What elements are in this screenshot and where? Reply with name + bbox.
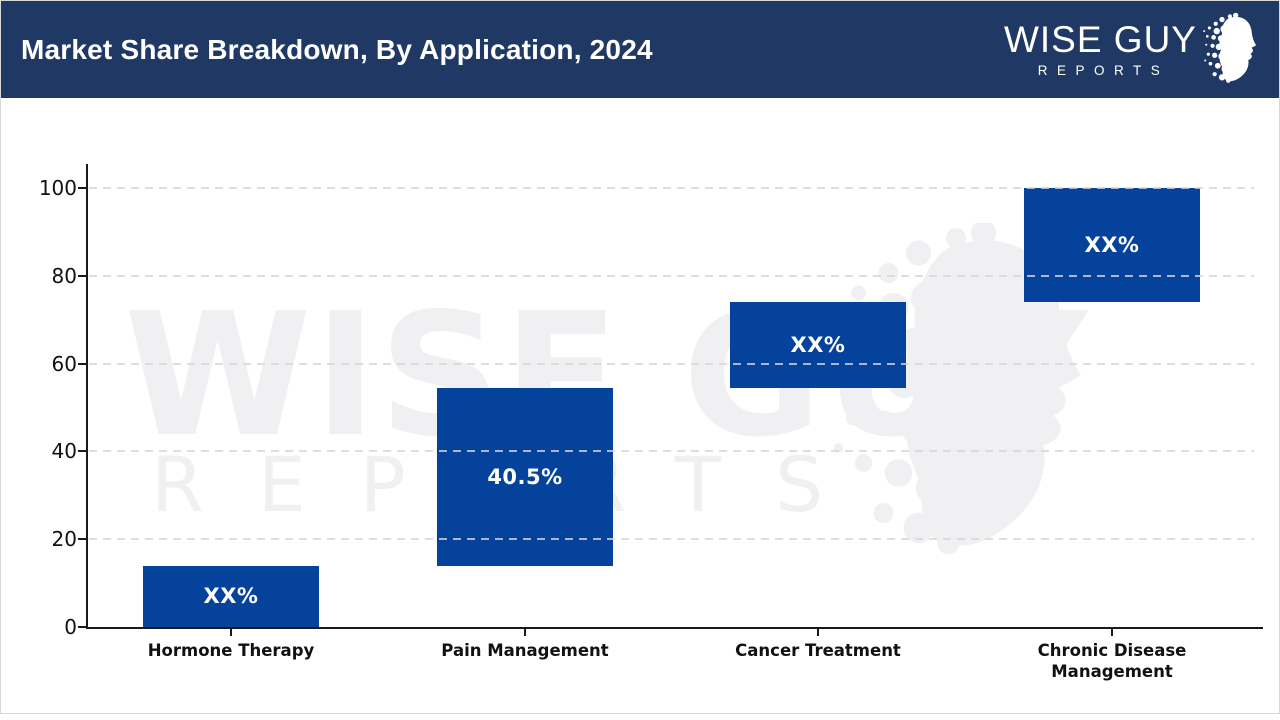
x-tick-mark [524, 629, 526, 636]
logo-wordmark: WISE GUY [1003, 19, 1197, 61]
y-tick-label: 40 [51, 439, 77, 464]
gridline-100 [89, 187, 1254, 189]
y-tick-mark [78, 538, 86, 541]
x-category-label: Pain Management [441, 641, 609, 660]
gridline-80 [89, 274, 1254, 277]
x-tick-mark [817, 629, 819, 636]
y-tick-mark [78, 362, 86, 365]
bar-value-label: XX% [1084, 233, 1140, 258]
bar-value-label: 40.5% [487, 464, 563, 489]
y-tick-label: 0 [64, 615, 77, 639]
y-tick-mark [78, 187, 86, 189]
x-tick-mark [1111, 629, 1113, 636]
bar-value-label: XX% [203, 584, 259, 609]
bar-chronic-disease-management: XX% [1024, 188, 1200, 303]
bar-cancer-treatment: XX% [730, 302, 906, 388]
y-tick-mark [78, 450, 86, 453]
x-tick-mark [230, 629, 232, 636]
gridline-20 [89, 538, 1254, 541]
x-category-label: Cancer Treatment [735, 641, 901, 660]
gridline-40 [89, 450, 1254, 453]
x-category-label: Chronic Disease Management [1037, 641, 1187, 682]
x-category-label: Hormone Therapy [147, 641, 315, 660]
y-axis-line [86, 164, 88, 629]
y-tick-label: 60 [51, 351, 77, 376]
y-tick-mark [78, 626, 86, 628]
chart-title: Market Share Breakdown, By Application, … [21, 33, 653, 65]
logo-tagline: REPORTS [1037, 63, 1170, 79]
y-tick-label: 100 [38, 176, 77, 200]
y-tick-mark [78, 274, 86, 277]
bar-value-label: XX% [790, 332, 846, 357]
title-bar: Market Share Breakdown, By Application, … [1, 1, 1279, 98]
y-tick-label: 80 [51, 263, 77, 288]
brand-logo-text: WISE GUY REPORTS [1004, 21, 1197, 78]
bar-hormone-therapy: XX% [143, 565, 319, 627]
x-axis-line [86, 627, 1263, 629]
logo-face-icon [1203, 12, 1257, 83]
bar-pain-management: 40.5% [437, 387, 613, 566]
y-tick-label: 20 [51, 527, 77, 552]
brand-logo: WISE GUY REPORTS [1004, 12, 1279, 88]
gridline-60 [89, 362, 1254, 365]
